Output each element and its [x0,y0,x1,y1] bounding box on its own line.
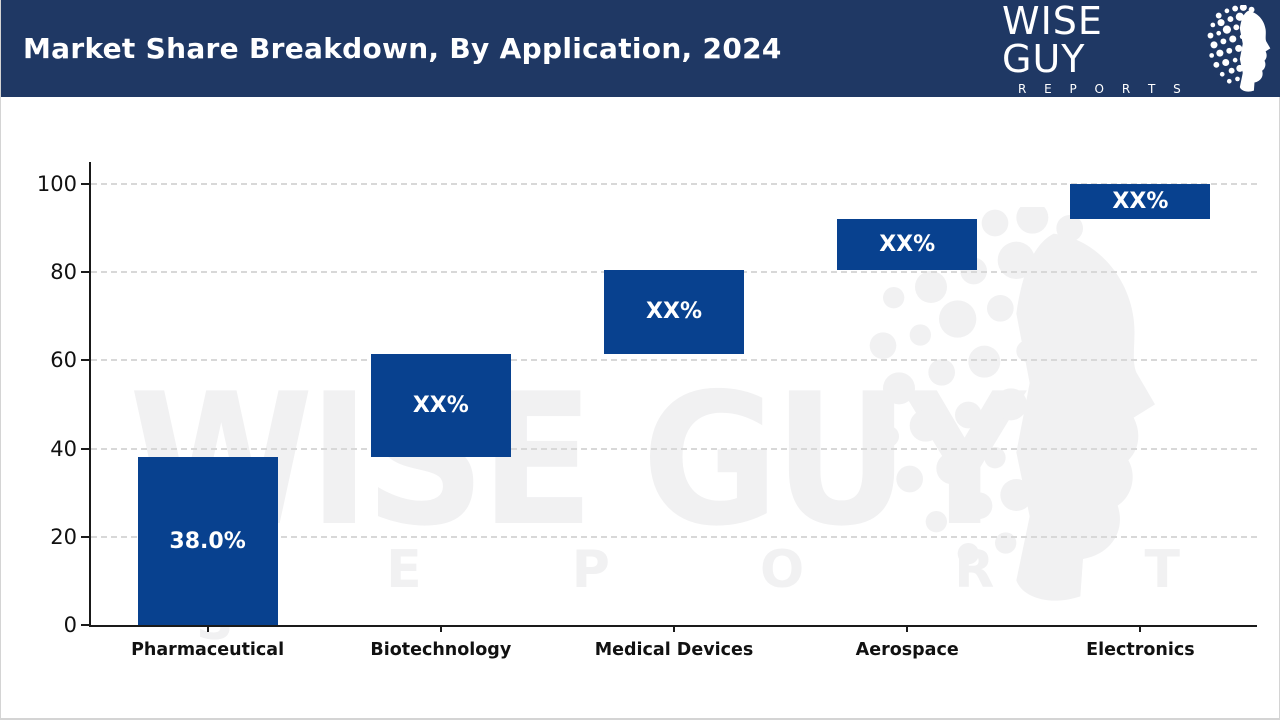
bar-electronics: XX% [1070,184,1211,220]
bar-value-label-electronics: XX% [1112,189,1169,215]
bar-value-label-aerospace: XX% [879,232,936,258]
xtick-mark-medical-devices [673,625,675,632]
ytick-label-40: 40 [50,436,77,461]
xtick-label-electronics: Electronics [1086,640,1195,660]
ytick-label-20: 20 [50,524,77,549]
ytick-mark-0 [81,624,89,626]
ytick-mark-80 [81,271,89,274]
ytick-label-60: 60 [50,348,77,373]
bar-aerospace: XX% [837,219,978,271]
bar-biotechnology: XX% [370,353,511,458]
ytick-mark-20 [81,535,89,538]
xtick-mark-biotechnology [439,625,442,632]
ytick-mark-100 [81,183,89,186]
ytick-label-80: 80 [50,260,77,285]
bar-value-label-medical-devices: XX% [646,299,702,325]
ytick-label-0: 0 [63,613,77,637]
brand-logo: WISE GUY R E P O R T S [1002,2,1277,96]
page-title: Market Share Breakdown, By Application, … [23,32,782,65]
bar-value-label-biotechnology: XX% [412,393,469,419]
brand-wordmark: WISE GUY [1002,0,1103,81]
bar-value-label-pharmaceutical: 38.0% [169,528,246,554]
ytick-mark-60 [81,359,89,362]
header: Market Share Breakdown, By Application, … [1,0,1280,97]
xtick-mark-electronics [1139,625,1142,632]
gridline-y60 [91,359,1257,362]
gridline-y100 [91,183,1257,186]
gridline-y40 [91,447,1257,450]
xtick-label-biotechnology: Biotechnology [370,640,512,660]
brand-subtext: R E P O R T S [1017,82,1188,96]
xtick-label-medical-devices: Medical Devices [594,640,754,660]
ytick-label-100: 100 [36,172,77,197]
bar-pharmaceutical: 38.0% [137,457,278,625]
brand-head-icon [1200,5,1277,93]
gridline-y20 [91,535,1257,538]
xtick-mark-pharmaceutical [206,625,209,632]
brand-logo-text: WISE GUY R E P O R T S [1002,2,1198,96]
plot-area: 0 20 40 60 80 100 38.0% Pharmaceutical XX% Biotec… [37,162,1257,660]
bar-medical-devices: XX% [604,270,744,354]
ytick-mark-40 [81,447,89,450]
xtick-label-aerospace: Aerospace [855,640,959,660]
xtick-mark-aerospace [906,625,909,632]
xtick-label-pharmaceutical: Pharmaceutical [131,640,285,660]
